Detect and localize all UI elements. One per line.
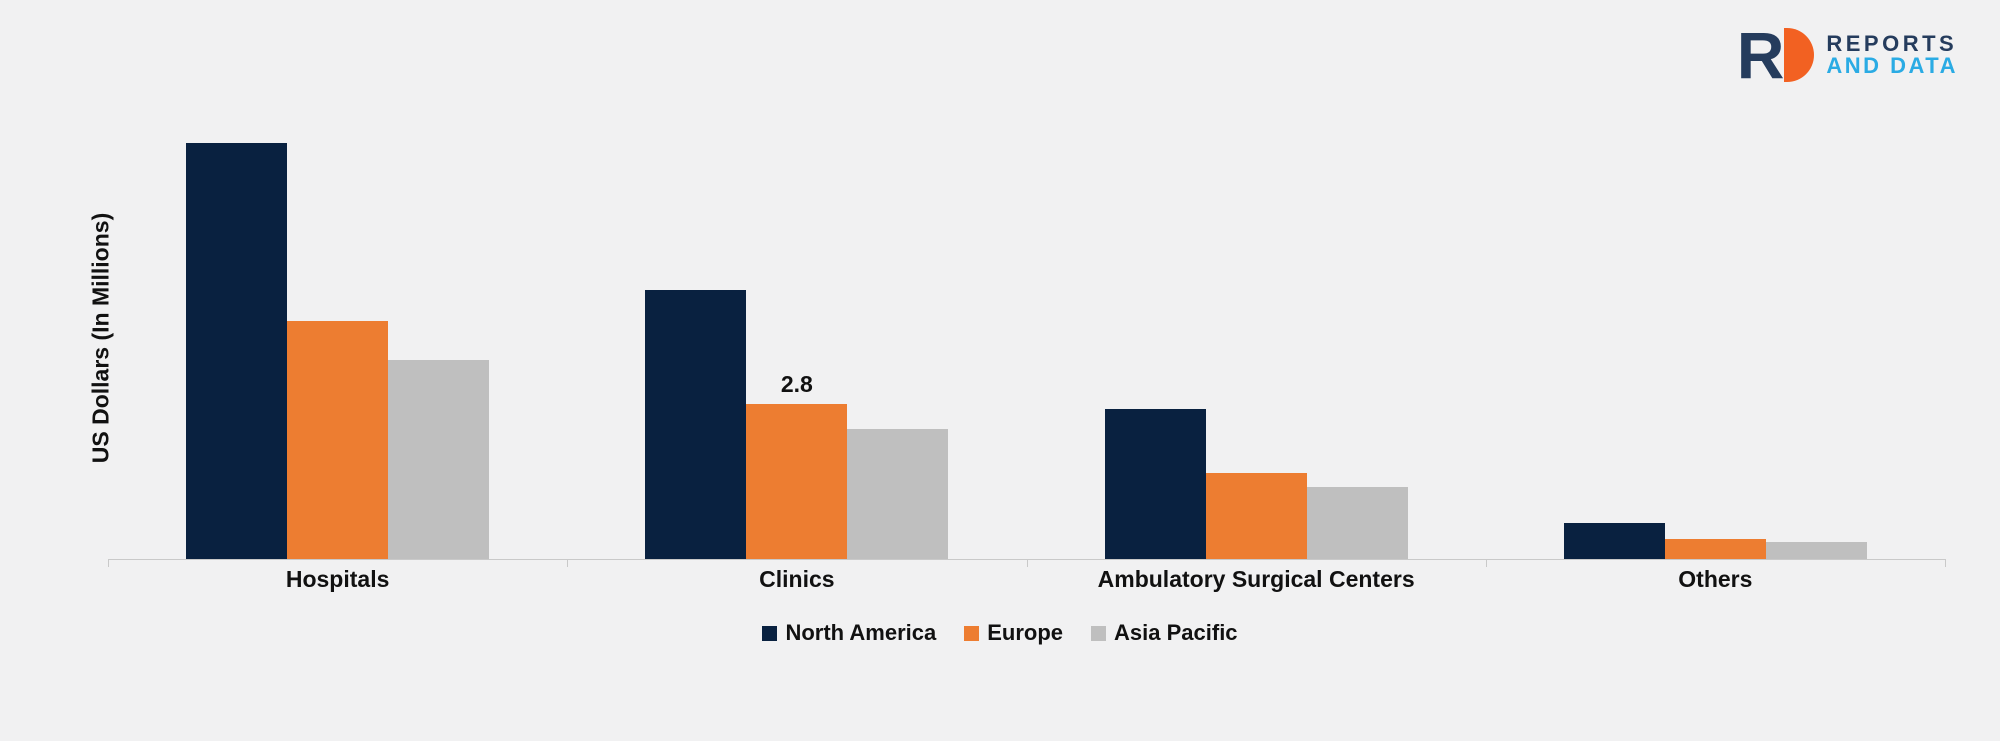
bar-europe	[1205, 473, 1307, 559]
bar-asia-pacific	[847, 429, 949, 559]
bar-europe	[746, 404, 848, 559]
bar-asia-pacific	[388, 360, 490, 559]
bar-north-america	[1104, 409, 1206, 559]
logo-text: REPORTS AND DATA	[1826, 33, 1958, 77]
bar-asia-pacific	[1306, 487, 1408, 559]
legend-label: Asia Pacific	[1114, 620, 1238, 645]
data-label: 2.8	[780, 371, 813, 397]
legend-item: Europe	[964, 620, 1063, 646]
legend-swatch	[964, 625, 980, 641]
bar-europe	[1664, 539, 1766, 559]
legend-swatch	[1091, 625, 1107, 641]
logo-mark: R	[1736, 18, 1815, 92]
bar-europe	[287, 321, 389, 559]
logo-text-and-data: AND DATA	[1826, 53, 1958, 78]
logo-letter-r: R	[1736, 18, 1785, 92]
logo-text-reports: REPORTS	[1826, 31, 1958, 56]
legend: North America Europe Asia Pacific	[0, 620, 2000, 646]
bar-north-america	[645, 290, 747, 559]
bar-asia-pacific	[1765, 542, 1867, 559]
x-axis-label: Others	[1678, 566, 1753, 592]
x-axis-tick	[1485, 559, 1487, 567]
bar-north-america	[186, 143, 288, 559]
reports-and-data-logo: R REPORTS AND DATA	[1736, 18, 1958, 92]
legend-item: North America	[762, 620, 936, 646]
x-axis-label: Hospitals	[285, 566, 390, 592]
x-axis-tick	[1026, 559, 1028, 567]
x-axis-tick	[1945, 559, 1946, 567]
legend-swatch	[762, 625, 778, 641]
legend-label: North America	[785, 620, 937, 645]
x-axis-label: Clinics	[759, 566, 835, 592]
bar-north-america	[1563, 523, 1665, 559]
legend-label: Europe	[987, 620, 1064, 645]
x-axis-label: Ambulatory Surgical Centers	[1097, 566, 1415, 592]
logo-letter-d-icon	[1784, 28, 1815, 82]
x-axis-tick	[567, 559, 569, 567]
y-axis-title: US Dollars (In Millions)	[87, 212, 114, 464]
x-axis-tick	[108, 559, 109, 567]
legend-item: Asia Pacific	[1091, 620, 1238, 646]
